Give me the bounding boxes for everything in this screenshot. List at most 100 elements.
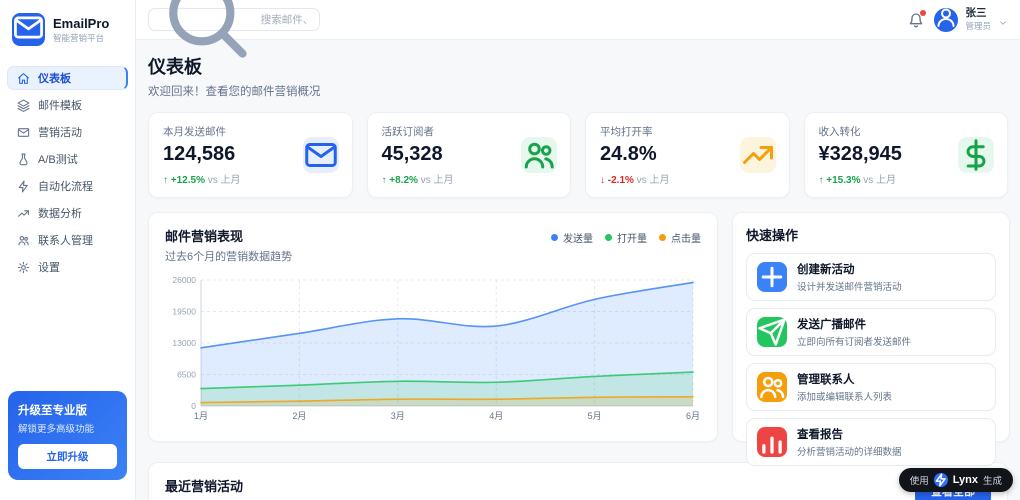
svg-text:6500: 6500 xyxy=(177,370,196,380)
svg-text:6月: 6月 xyxy=(686,411,700,421)
search-input[interactable] xyxy=(261,14,311,26)
quick-action-subtitle: 分析营销活动的详细数据 xyxy=(797,444,902,458)
home-icon xyxy=(17,72,30,85)
zap-icon xyxy=(17,180,30,193)
notifications-button[interactable] xyxy=(908,12,924,28)
user-menu[interactable]: 张三 管理员 xyxy=(934,7,1008,31)
svg-text:3月: 3月 xyxy=(391,411,405,421)
recent-title: 最近营销活动 xyxy=(165,476,319,495)
legend-item[interactable]: 点击量 xyxy=(659,230,701,245)
chevron-down-icon xyxy=(998,15,1008,25)
chart-icon xyxy=(757,427,787,457)
quick-actions-title: 快速操作 xyxy=(746,225,996,244)
recent-campaigns-card: 最近营销活动 查看您最新的邮件营销活动表现 查看全部 活动名称状态发送量打开率点… xyxy=(148,462,1008,500)
svg-text:26000: 26000 xyxy=(172,275,196,285)
svg-text:19500: 19500 xyxy=(172,307,196,317)
quick-action-subtitle: 设计并发送邮件营销活动 xyxy=(797,279,902,293)
stat-delta: ↑ +12.5% vs 上月 xyxy=(163,171,338,186)
chart-subtitle: 过去6个月的营销数据趋势 xyxy=(165,248,292,264)
legend-label: 点击量 xyxy=(671,230,701,245)
upgrade-button[interactable]: 立即升级 xyxy=(18,444,117,469)
quick-action-title: 查看报告 xyxy=(797,426,902,442)
badge-prefix: 使用 xyxy=(910,473,929,487)
envelope-icon xyxy=(12,11,45,49)
legend-dot-icon xyxy=(605,234,612,241)
quick-actions-list: 创建新活动设计并发送邮件营销活动发送广播邮件立即向所有订阅者发送邮件管理联系人添… xyxy=(746,253,996,466)
quick-action-subtitle: 添加或编辑联系人列表 xyxy=(797,389,892,403)
area-chart: 065001300019500260001月2月3月4月5月6月 xyxy=(165,272,701,424)
lynx-logo-icon xyxy=(934,473,948,487)
brand-logo xyxy=(12,13,45,46)
quick-actions-card: 快速操作 创建新活动设计并发送邮件营销活动发送广播邮件立即向所有订阅者发送邮件管… xyxy=(732,212,1010,442)
sidebar-item-ab-test[interactable]: A/B测试 xyxy=(7,147,128,171)
sidebar-item-settings[interactable]: 设置 xyxy=(7,255,128,279)
sidebar-item-label: 营销活动 xyxy=(38,124,82,140)
avatar xyxy=(934,8,958,32)
mail-icon xyxy=(303,137,339,173)
legend-item[interactable]: 打开量 xyxy=(605,230,647,245)
sidebar-item-label: 邮件模板 xyxy=(38,97,82,113)
legend-label: 打开量 xyxy=(617,230,647,245)
stat-delta: ↑ +8.2% vs 上月 xyxy=(382,171,557,186)
badge-suffix: 生成 xyxy=(983,473,1002,487)
page-title: 仪表板 xyxy=(148,53,1008,79)
bell-icon xyxy=(908,15,924,32)
user-icon xyxy=(934,5,958,34)
svg-text:2月: 2月 xyxy=(292,411,306,421)
user-role: 管理员 xyxy=(965,20,991,32)
flask-icon xyxy=(17,153,30,166)
legend-item[interactable]: 发送量 xyxy=(551,230,593,245)
stat-card: 平均打开率24.8%↓ -2.1% vs 上月 xyxy=(585,112,790,198)
users-icon xyxy=(521,137,557,173)
dollar-icon xyxy=(958,137,994,173)
chart-legend: 发送量 打开量 点击量 xyxy=(551,230,701,245)
stat-card: 活跃订阅者45,328↑ +8.2% vs 上月 xyxy=(367,112,572,198)
sidebar-item-contacts[interactable]: 联系人管理 xyxy=(7,228,128,252)
quick-action-manage-contacts[interactable]: 管理联系人添加或编辑联系人列表 xyxy=(746,363,996,411)
badge-brand: Lynx xyxy=(953,474,978,486)
brand-tagline: 智能营销平台 xyxy=(53,32,109,44)
app-root: EmailPro 智能营销平台 仪表板邮件模板营销活动 A/B测试自动化流程数据分… xyxy=(0,0,1020,500)
legend-dot-icon xyxy=(659,234,666,241)
svg-text:1月: 1月 xyxy=(194,411,208,421)
quick-action-send-broadcast[interactable]: 发送广播邮件立即向所有订阅者发送邮件 xyxy=(746,308,996,356)
quick-action-view-reports[interactable]: 查看报告分析营销活动的详细数据 xyxy=(746,418,996,466)
sidebar-item-automation[interactable]: 自动化流程 xyxy=(7,174,128,198)
legend-label: 发送量 xyxy=(563,230,593,245)
quick-action-create-campaign[interactable]: 创建新活动设计并发送邮件营销活动 xyxy=(746,253,996,301)
mail-icon xyxy=(17,126,30,139)
quick-action-subtitle: 立即向所有订阅者发送邮件 xyxy=(797,334,911,348)
sidebar-item-templates[interactable]: 邮件模板 xyxy=(7,93,128,117)
sidebar-item-label: 仪表板 xyxy=(38,70,71,86)
sidebar-item-label: 设置 xyxy=(38,259,60,275)
stat-cards-row: 本月发送邮件124,586↑ +12.5% vs 上月活跃订阅者45,328↑ … xyxy=(148,112,1008,198)
layers-icon xyxy=(17,99,30,112)
gear-icon xyxy=(17,261,30,274)
sidebar-item-label: 自动化流程 xyxy=(38,178,93,194)
send-icon xyxy=(757,317,787,347)
sidebar-item-label: A/B测试 xyxy=(38,151,78,167)
svg-text:4月: 4月 xyxy=(489,411,503,421)
notification-dot xyxy=(920,10,926,16)
brand-logo-row: EmailPro 智能营销平台 xyxy=(0,0,135,58)
quick-action-title: 创建新活动 xyxy=(797,261,902,277)
top-header: 张三 管理员 xyxy=(136,0,1020,40)
search-box[interactable] xyxy=(148,8,320,31)
quick-action-title: 发送广播邮件 xyxy=(797,316,911,332)
sidebar-item-dashboard[interactable]: 仪表板 xyxy=(7,66,128,90)
svg-text:0: 0 xyxy=(191,401,196,411)
chart-title: 邮件营销表现 xyxy=(165,226,292,245)
sidebar: EmailPro 智能营销平台 仪表板邮件模板营销活动 A/B测试自动化流程数据分… xyxy=(0,0,136,500)
upgrade-subtitle: 解锁更多高级功能 xyxy=(18,421,117,435)
users-icon xyxy=(757,372,787,402)
stat-delta: ↓ -2.1% vs 上月 xyxy=(600,171,775,186)
page-subtitle: 欢迎回来！查看您的邮件营销概况 xyxy=(148,83,1008,99)
sidebar-item-analytics[interactable]: 数据分析 xyxy=(7,201,128,225)
trend-icon xyxy=(17,207,30,220)
legend-dot-icon xyxy=(551,234,558,241)
trend-icon xyxy=(740,137,776,173)
sidebar-item-campaigns[interactable]: 营销活动 xyxy=(7,120,128,144)
sidebar-item-label: 联系人管理 xyxy=(38,232,93,248)
plus-icon xyxy=(757,262,787,292)
svg-text:5月: 5月 xyxy=(588,411,602,421)
